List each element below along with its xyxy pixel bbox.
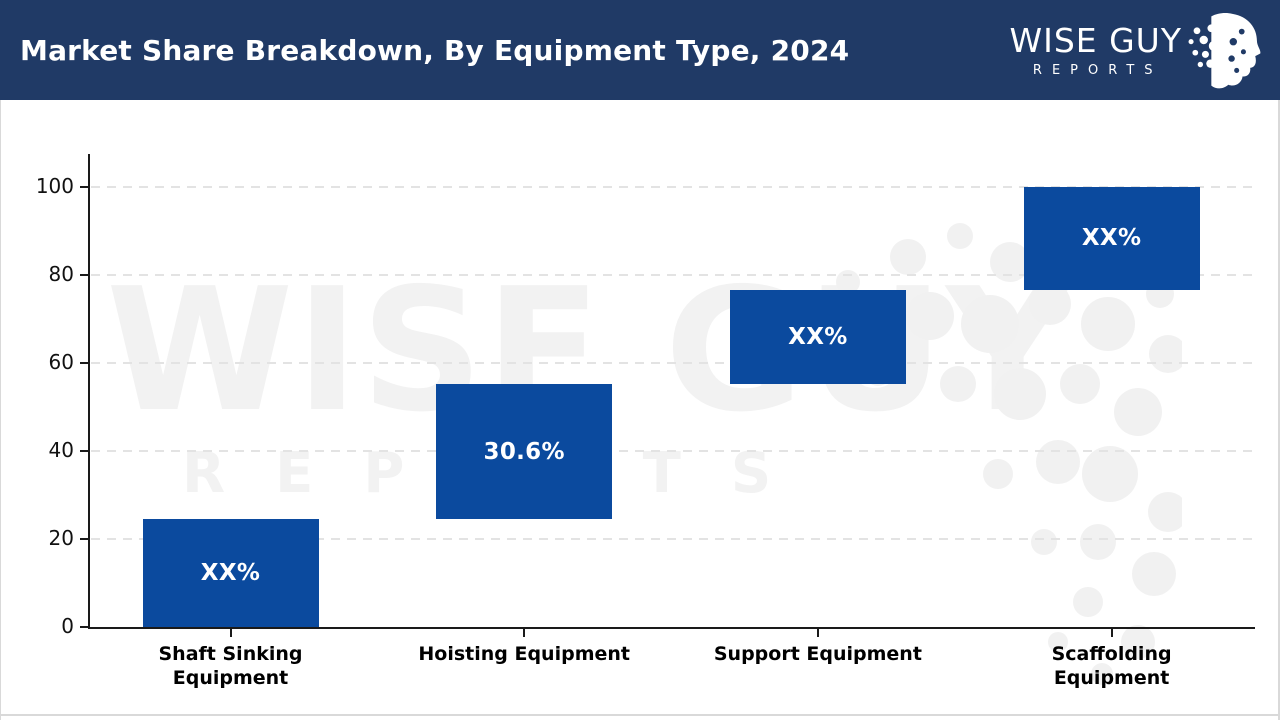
y-axis-tick-label: 100	[35, 173, 74, 198]
page-border-left	[0, 100, 1, 720]
y-axis-tick-label: 0	[61, 614, 74, 638]
y-tick-mark	[80, 537, 88, 540]
logo-brand-subtitle: REPORTS	[1032, 63, 1163, 78]
y-tick-mark	[80, 185, 88, 188]
gridline-40	[91, 449, 1254, 452]
chart-bar: XX%	[1023, 186, 1200, 291]
bar-value-label: 30.6%	[483, 438, 565, 465]
gridline-100	[91, 185, 1254, 188]
y-axis-tick-label: 80	[48, 261, 74, 286]
y-tick-mark	[80, 361, 88, 364]
page-border-right	[1278, 100, 1280, 720]
x-tick-mark	[523, 629, 526, 637]
y-tick-mark	[80, 626, 88, 628]
page-title: Market Share Breakdown, By Equipment Typ…	[20, 33, 850, 67]
x-axis-category-label: Support Equipment	[713, 643, 922, 665]
y-axis-tick-label: 40	[48, 437, 74, 462]
header-bar: Market Share Breakdown, By Equipment Typ…	[0, 0, 1280, 100]
x-tick-mark	[1110, 629, 1113, 637]
x-tick-mark	[816, 629, 819, 637]
chart-bar: 30.6%	[436, 384, 613, 520]
y-axis-tick-label: 60	[48, 349, 74, 374]
y-tick-mark	[80, 273, 88, 276]
y-axis-tick-label: 20	[48, 525, 74, 550]
gridline-20	[91, 537, 1254, 540]
bar-value-label: XX%	[200, 560, 261, 587]
chart-bar: XX%	[142, 519, 319, 627]
dotted-head-logo-icon	[1188, 13, 1261, 89]
logo-brand-name: WISE GUY	[1009, 21, 1182, 60]
x-tick-mark	[229, 629, 232, 637]
page-border-bottom	[0, 714, 1280, 716]
x-axis-line	[88, 627, 1255, 629]
gridline-60	[91, 361, 1254, 364]
y-tick-mark	[80, 449, 88, 452]
x-axis-category-label: Scaffolding Equipment	[1051, 643, 1172, 689]
y-axis-line	[88, 154, 90, 629]
x-axis-category-label: Shaft Sinking Equipment	[158, 643, 303, 689]
bar-value-label: XX%	[788, 324, 848, 351]
gridline-80	[91, 273, 1254, 276]
logo-wordmark: WISE GUY REPORTS	[1009, 24, 1182, 78]
wiseguy-logo: WISE GUY REPORTS	[1009, 10, 1262, 92]
chart-bar: XX%	[729, 290, 906, 385]
bar-value-label: XX%	[1081, 225, 1142, 252]
x-axis-category-label: Hoisting Equipment	[418, 643, 630, 665]
